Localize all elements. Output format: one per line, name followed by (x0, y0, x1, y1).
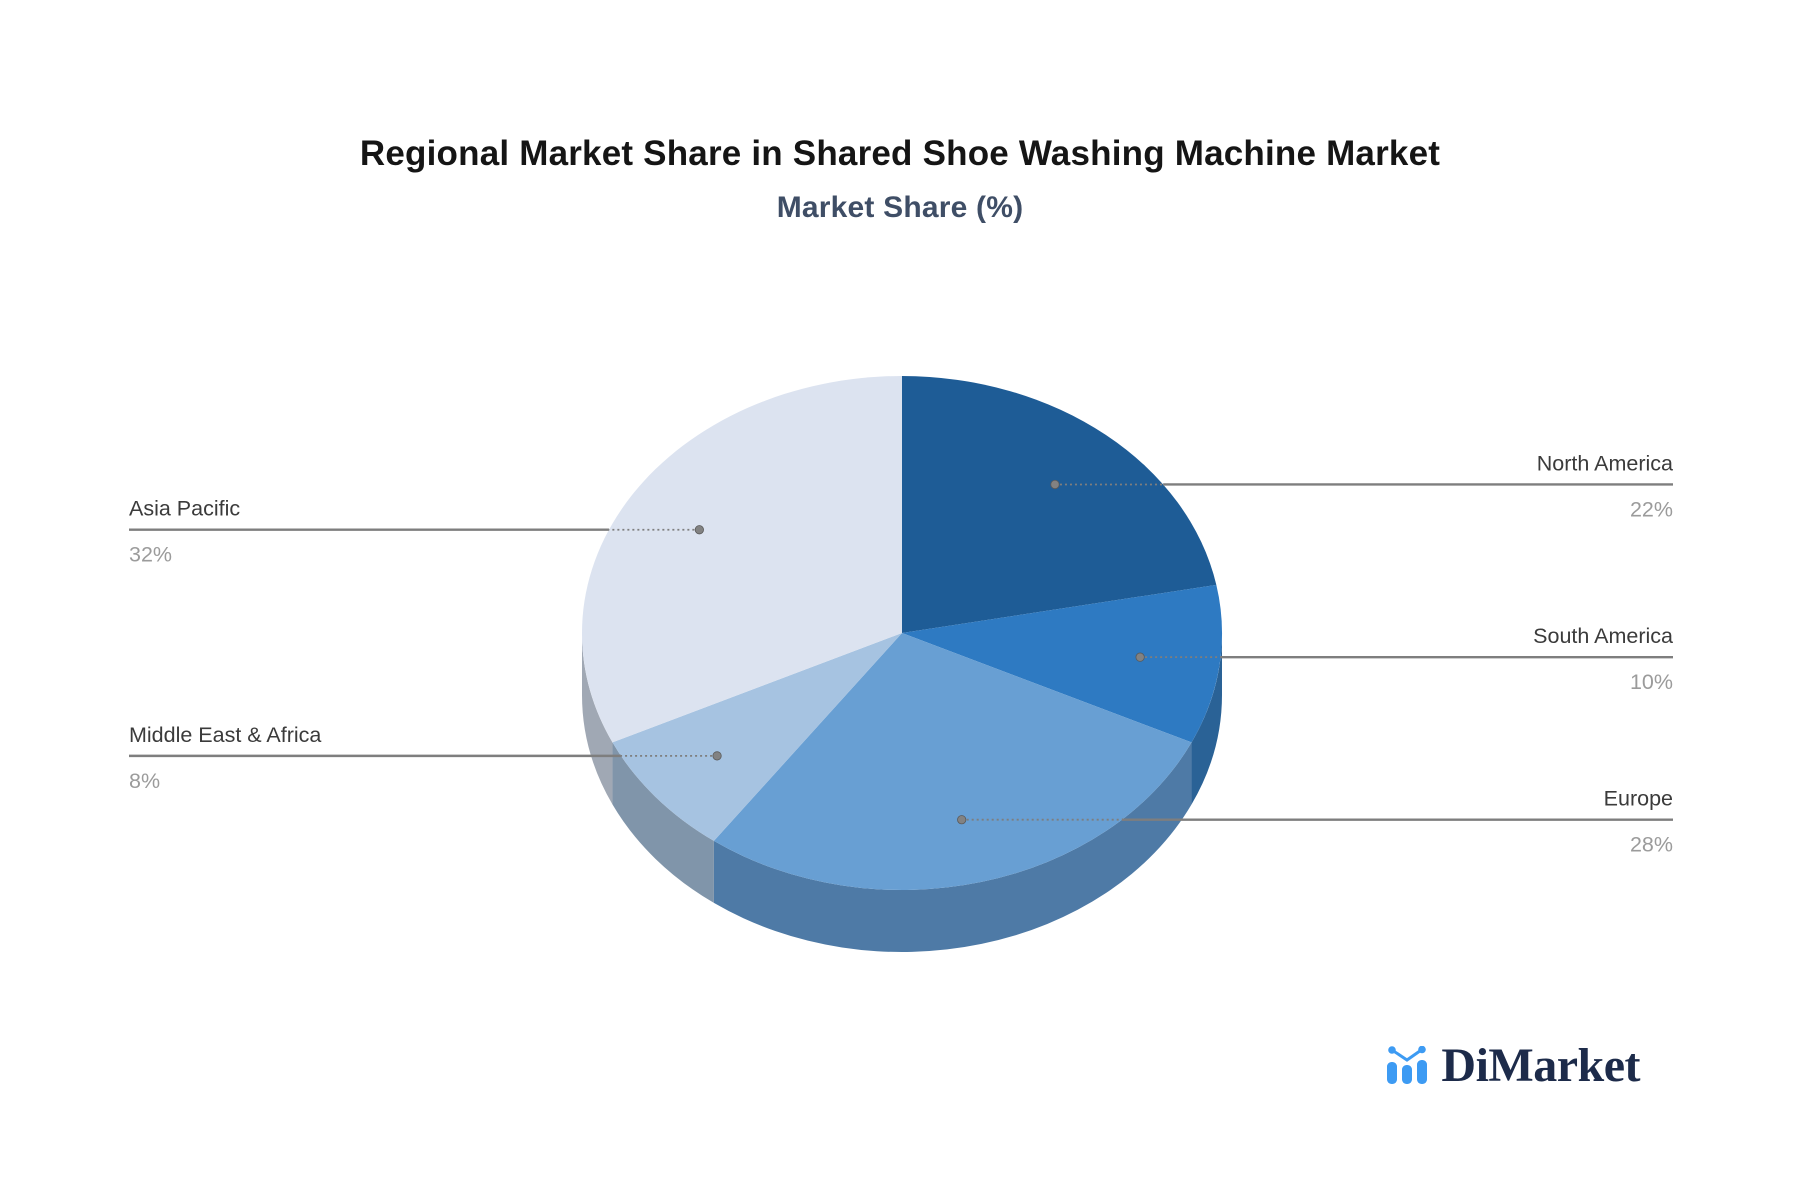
pie-slice-side-middle-east-africa (612, 742, 714, 903)
pie-slice-europe[interactable] (713, 633, 1192, 891)
leader-dot-north-america (1050, 479, 1060, 490)
pie-slice-south-america[interactable] (902, 584, 1222, 743)
pie-slice-asia-pacific[interactable] (581, 376, 902, 743)
pie-slice-north-america[interactable] (902, 376, 1217, 633)
slice-value-north-america: 22% (1630, 497, 1673, 521)
slice-label-north-america: North America (1537, 451, 1673, 475)
brand-name: DiMarket (1441, 1039, 1640, 1092)
leader-europe: Europe 28% (957, 787, 1673, 857)
leader-north-america: North America 22% (1050, 451, 1673, 521)
leader-dot-europe (957, 815, 967, 825)
leader-south-america: South America 10% (1135, 624, 1673, 694)
pie-slice-side-south-america (1191, 633, 1222, 805)
slice-value-asia-pacific: 32% (129, 543, 172, 567)
brand-logo: DiMarket (1387, 1042, 1640, 1090)
pie-slice-middle-east-africa[interactable] (612, 633, 902, 841)
slice-value-europe: 28% (1630, 833, 1673, 857)
slice-label-europe: Europe (1604, 787, 1673, 811)
pie-slice-side-europe (713, 742, 1192, 953)
chart-title: Regional Market Share in Shared Shoe Was… (359, 134, 1441, 173)
leader-dot-asia-pacific (694, 525, 704, 535)
bar-line-chart-icon (1387, 1046, 1428, 1084)
leader-asia-pacific: Asia Pacific 32% (129, 497, 704, 567)
leader-middle-east-africa: Middle East & Africa 8% (129, 723, 722, 793)
slice-value-south-america: 10% (1630, 670, 1673, 694)
pie-slice-side-asia-pacific (582, 633, 613, 805)
leader-dot-middle-east-africa (712, 751, 722, 761)
leader-dot-south-america (1135, 652, 1145, 662)
slice-label-asia-pacific: Asia Pacific (129, 497, 240, 521)
slice-label-middle-east-africa: Middle East & Africa (129, 723, 321, 747)
slice-value-middle-east-africa: 8% (129, 769, 160, 793)
slice-label-south-america: South America (1533, 624, 1673, 648)
chart-subtitle: Market Share (%) (776, 191, 1024, 224)
